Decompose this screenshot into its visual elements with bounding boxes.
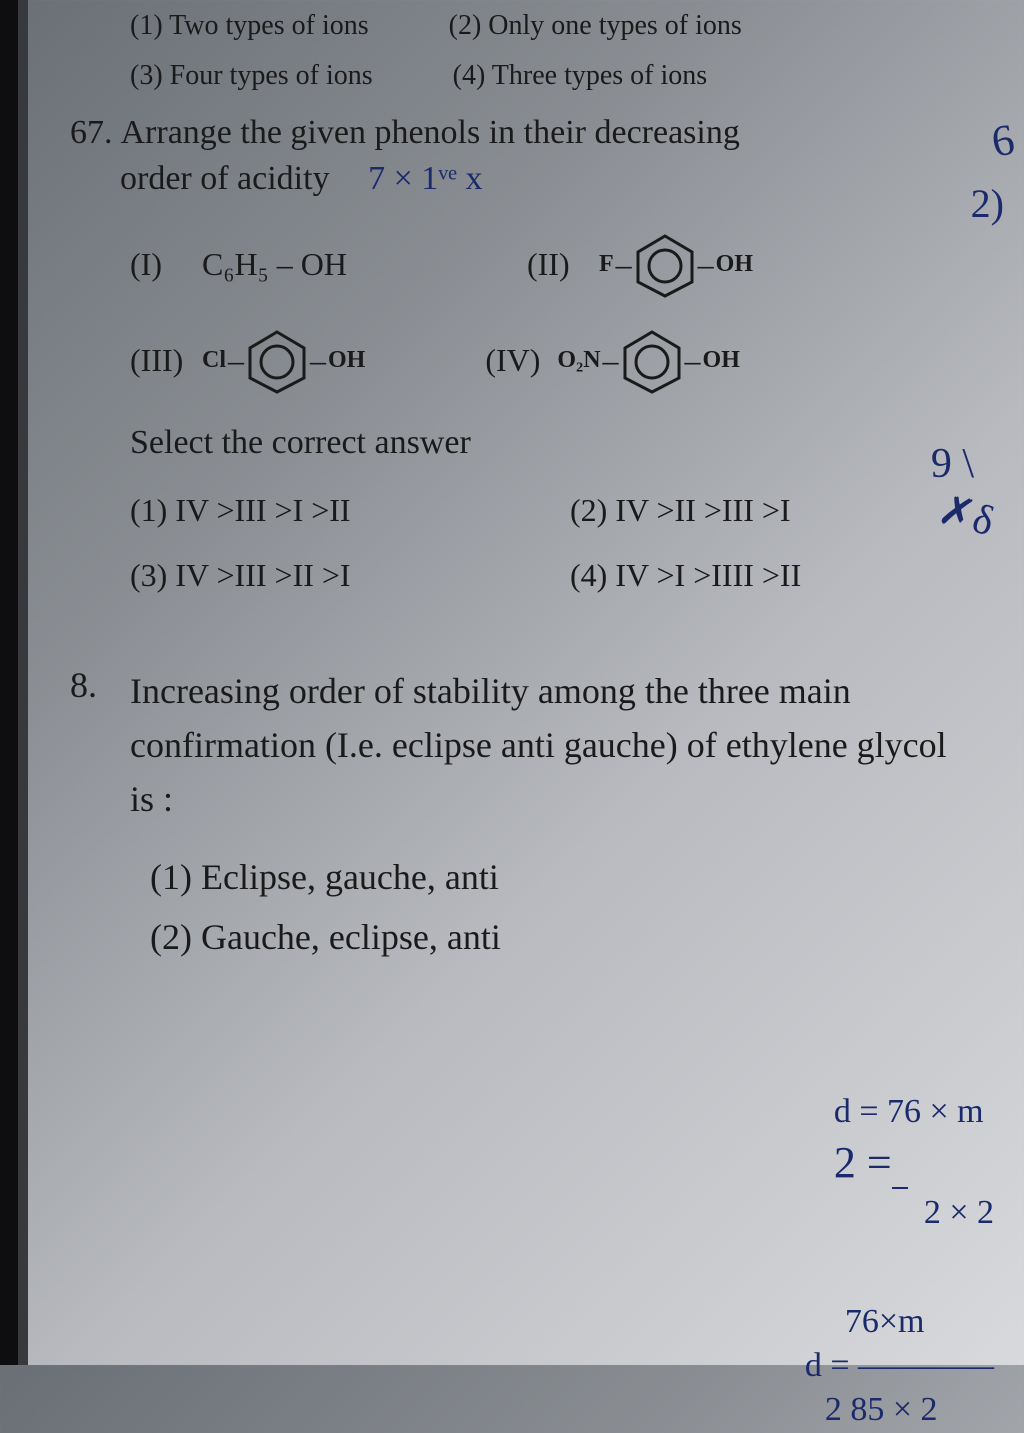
q67-line2: order of acidity bbox=[120, 160, 330, 197]
q67-row2: (III) Cl – – OH (IV) O₂N – – OH bbox=[130, 328, 970, 394]
page-content: (1) Two types of ions (2) Only one types… bbox=[40, 0, 1000, 986]
q67-r2-left: F bbox=[599, 251, 614, 278]
page-edge-shadow bbox=[18, 0, 28, 1365]
calc-l1: d = 76 × m bbox=[834, 1090, 994, 1134]
handwritten-calc-2: 76×m d = ―――― 2 85 × 2 bbox=[805, 1300, 994, 1433]
q68-options: (1) Eclipse, gauche, anti (2) Gauche, ec… bbox=[150, 856, 970, 958]
q67-r3-left: Cl bbox=[202, 347, 226, 374]
q67-select-text: Select the correct answer bbox=[130, 424, 970, 462]
calc-l5: d = ―――― bbox=[805, 1344, 994, 1388]
calc-l6: 2 85 × 2 bbox=[825, 1388, 994, 1432]
page-edge-dark bbox=[0, 0, 18, 1365]
bond-icon: – bbox=[310, 342, 326, 379]
benzene-ring-icon bbox=[244, 328, 310, 394]
q66-opt1: (1) Two types of ions bbox=[130, 10, 369, 42]
q67-item4: (IV) O₂N – – OH bbox=[485, 328, 740, 394]
calc-l4: 76×m bbox=[845, 1300, 994, 1344]
q67-r4-structure: O₂N – – OH bbox=[557, 328, 740, 394]
q67-r3-structure: Cl – – OH bbox=[202, 328, 365, 394]
q67-r4-right: OH bbox=[703, 347, 740, 374]
q67-row1: (I) C₆H₅ – OH (II) F – – OH bbox=[130, 232, 970, 298]
q67-r3-label: (III) bbox=[130, 342, 190, 379]
q67-item3: (III) Cl – – OH bbox=[130, 328, 365, 394]
q68-question: 8. Increasing order of stability among t… bbox=[70, 664, 970, 826]
q67-number: 67. bbox=[70, 110, 113, 156]
q68-opt1: (1) Eclipse, gauche, anti bbox=[150, 856, 970, 898]
q67-r2-label: (II) bbox=[527, 246, 587, 283]
q66-opt4: (4) Three types of ions bbox=[453, 60, 708, 92]
q67-r1-label: (I) bbox=[130, 246, 190, 283]
q67-r4-left: O₂N bbox=[557, 347, 600, 374]
calc-l2: 2 = bbox=[834, 1138, 892, 1187]
bond-icon: – bbox=[685, 342, 701, 379]
q67-ans3: (3) IV >III >II >I bbox=[130, 557, 530, 594]
benzene-ring-icon bbox=[619, 328, 685, 394]
q67-r2-right: OH bbox=[716, 251, 753, 278]
calc-l3: 2 × 2 bbox=[924, 1191, 994, 1235]
q66-opt3: (3) Four types of ions bbox=[130, 60, 373, 92]
bond-icon: – bbox=[228, 342, 244, 379]
scribble-3: 9 \ bbox=[931, 440, 974, 488]
q67-item1: (I) C₆H₅ – OH bbox=[130, 246, 347, 283]
q66-options-row1: (1) Two types of ions (2) Only one types… bbox=[130, 10, 970, 42]
q66-options-row2: (3) Four types of ions (4) Three types o… bbox=[130, 60, 970, 92]
q67-answers: (1) IV >III >I >II (2) IV >II >III >I (3… bbox=[130, 492, 970, 594]
q68-text: Increasing order of stability among the … bbox=[130, 664, 970, 826]
q67-r4-label: (IV) bbox=[485, 342, 545, 379]
q67-line1: Arrange the given phenols in their decre… bbox=[121, 114, 740, 151]
q68-number: 8. bbox=[70, 664, 110, 826]
q67-ans1: (1) IV >III >I >II bbox=[130, 492, 530, 529]
q67-ans2: (2) IV >II >III >I bbox=[570, 492, 970, 529]
q67-question: 67. Arrange the given phenols in their d… bbox=[70, 110, 970, 202]
q67-ans4: (4) IV >I >IIII >II bbox=[570, 557, 970, 594]
calc-frac-top bbox=[892, 1138, 908, 1189]
scribble-2: 2) bbox=[971, 180, 1004, 227]
q67-r2-structure: F – – OH bbox=[599, 232, 753, 298]
q67-item2: (II) F – – OH bbox=[527, 232, 753, 298]
benzene-ring-icon bbox=[632, 232, 698, 298]
q66-opt2: (2) Only one types of ions bbox=[449, 10, 742, 42]
q67-r1-formula: C₆H₅ – OH bbox=[202, 246, 347, 283]
q67-handnote: 7 × 1ᵛᵉ x bbox=[368, 156, 482, 202]
q68-opt2: (2) Gauche, eclipse, anti bbox=[150, 916, 970, 958]
bond-icon: – bbox=[603, 342, 619, 379]
handwritten-calc-1: d = 76 × m 2 = 2 × 2 bbox=[834, 1090, 994, 1236]
q67-r3-right: OH bbox=[328, 347, 365, 374]
bond-icon: – bbox=[616, 246, 632, 283]
bond-icon: – bbox=[698, 246, 714, 283]
